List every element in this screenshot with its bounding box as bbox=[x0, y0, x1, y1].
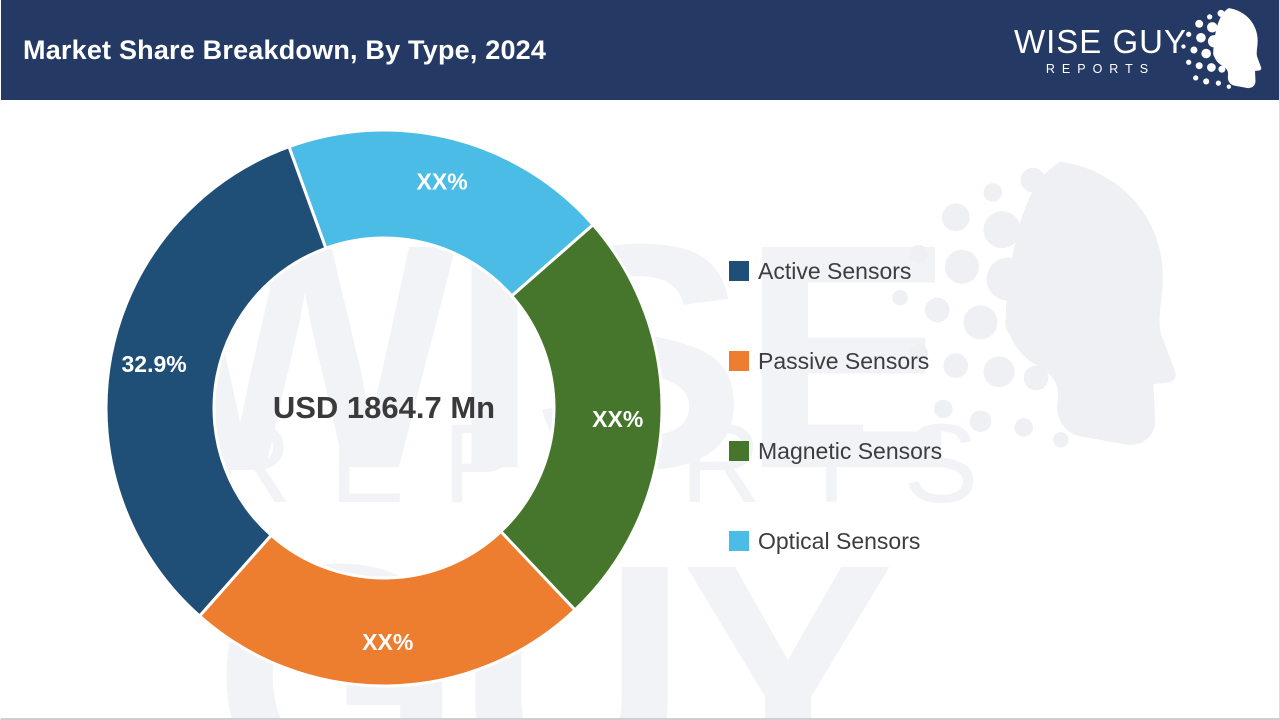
legend-swatch-optical-sensors bbox=[729, 531, 749, 551]
logo-name: WISE GUY bbox=[1013, 22, 1187, 60]
legend-item-optical-sensors: Optical Sensors bbox=[729, 524, 942, 558]
slice-percentage-label: XX% bbox=[362, 629, 413, 655]
donut-slice-magnetic-sensors bbox=[499, 223, 664, 612]
legend-item-magnetic-sensors: Magnetic Sensors bbox=[729, 434, 942, 468]
slice-percentage-label: XX% bbox=[417, 168, 468, 194]
legend-label: Passive Sensors bbox=[758, 347, 930, 374]
legend: Active Sensors Passive Sensors Magnetic … bbox=[729, 254, 942, 614]
wise-guy-logo: WISE GUY REPORTS bbox=[1014, 5, 1269, 95]
legend-label: Active Sensors bbox=[758, 257, 912, 284]
chart-center-value: USD 1864.7 Mn bbox=[272, 390, 496, 425]
legend-item-active-sensors: Active Sensors bbox=[729, 254, 942, 288]
slice-percentage-label: XX% bbox=[592, 406, 643, 432]
legend-label: Optical Sensors bbox=[758, 527, 921, 554]
page-title: Market Share Breakdown, By Type, 2024 bbox=[23, 34, 547, 65]
header: Market Share Breakdown, By Type, 2024 WI… bbox=[1, 0, 1279, 100]
logo-face-icon bbox=[1181, 8, 1262, 89]
donut-slice-optical-sensors bbox=[287, 128, 595, 298]
donut-slice-active-sensors bbox=[104, 145, 328, 618]
legend-label: Magnetic Sensors bbox=[758, 437, 943, 464]
legend-swatch-magnetic-sensors bbox=[729, 441, 749, 461]
legend-item-passive-sensors: Passive Sensors bbox=[729, 344, 942, 378]
logo-tagline: REPORTS bbox=[1045, 61, 1156, 76]
legend-swatch-active-sensors bbox=[729, 261, 749, 281]
legend-swatch-passive-sensors bbox=[729, 351, 749, 371]
slice-percentage-label: 32.9% bbox=[122, 351, 187, 377]
donut-slice-passive-sensors bbox=[198, 530, 577, 688]
